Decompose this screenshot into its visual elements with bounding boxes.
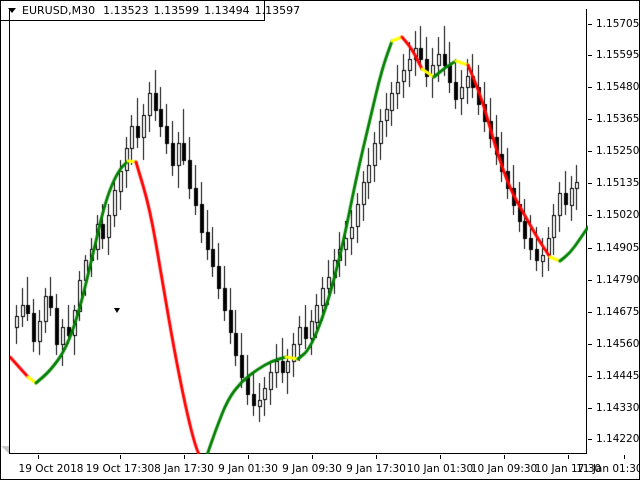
time-tick: [248, 455, 249, 459]
time-axis-label: 9 Jan 01:30: [218, 463, 278, 475]
time-axis-label: 9 Jan 17:30: [346, 463, 406, 475]
time-axis-label: 19 Oct 17:30: [85, 463, 155, 475]
price-axis-label: 1.14560: [596, 338, 640, 350]
price-tick: [588, 87, 592, 88]
price-axis-label: 1.15365: [596, 113, 640, 125]
price-axis-label: 1.14445: [596, 370, 640, 382]
time-tick: [120, 455, 121, 459]
time-tick: [184, 455, 185, 459]
price-tick: [588, 151, 592, 152]
price-tick: [588, 119, 592, 120]
time-tick: [376, 455, 377, 459]
price-axis-label: 1.14330: [596, 402, 640, 414]
price-axis[interactable]: 1.15705 1.15595 1.15480 1.15365 1.15250 1.151…: [588, 0, 640, 480]
time-tick: [312, 455, 313, 459]
price-tick: [588, 439, 592, 440]
time-tick: [568, 455, 569, 459]
price-axis-label: 1.15135: [596, 177, 640, 189]
price-tick: [588, 24, 592, 25]
time-axis-label: 19 Oct 2018: [18, 463, 84, 475]
price-tick: [588, 312, 592, 313]
time-axis[interactable]: 19 Oct 2018 19 Oct 17:30 8 Jan 17:30 9 Jan …: [0, 455, 640, 480]
price-axis-label: 1.15250: [596, 145, 640, 157]
time-axis-label: 10 Jan 01:30: [406, 463, 474, 475]
chart-scroll-grip[interactable]: [1, 446, 9, 454]
price-tick: [588, 408, 592, 409]
price-tick: [588, 376, 592, 377]
time-axis-label: 8 Jan 17:30: [154, 463, 214, 475]
price-axis-label: 1.15595: [596, 49, 640, 61]
price-tick: [588, 344, 592, 345]
time-axis-label: 11 Jan 01:30: [576, 463, 640, 475]
price-axis-label: 1.14675: [596, 306, 640, 318]
price-axis-label: 1.15705: [596, 18, 640, 30]
price-axis-label: 1.14905: [596, 242, 640, 254]
time-axis-label: 9 Jan 09:30: [282, 463, 342, 475]
time-tick: [440, 455, 441, 459]
price-tick: [588, 248, 592, 249]
price-axis-label: 1.15480: [596, 81, 640, 93]
time-tick: [504, 455, 505, 459]
price-axis-label: 1.15020: [596, 209, 640, 221]
price-tick: [588, 55, 592, 56]
time-tick: [38, 455, 39, 459]
price-axis-label: 1.14220: [596, 433, 640, 445]
price-tick: [588, 215, 592, 216]
price-axis-label: 1.14790: [596, 274, 640, 286]
chart-plot-area[interactable]: [9, 9, 588, 454]
price-tick: [588, 183, 592, 184]
crosshair-marker-icon: [114, 308, 120, 314]
time-tick: [624, 455, 625, 459]
time-axis-label: 10 Jan 09:30: [470, 463, 538, 475]
price-tick: [588, 280, 592, 281]
candlestick-canvas[interactable]: [10, 9, 588, 454]
time-axis-label: 10 Jan 17:30: [534, 463, 602, 475]
